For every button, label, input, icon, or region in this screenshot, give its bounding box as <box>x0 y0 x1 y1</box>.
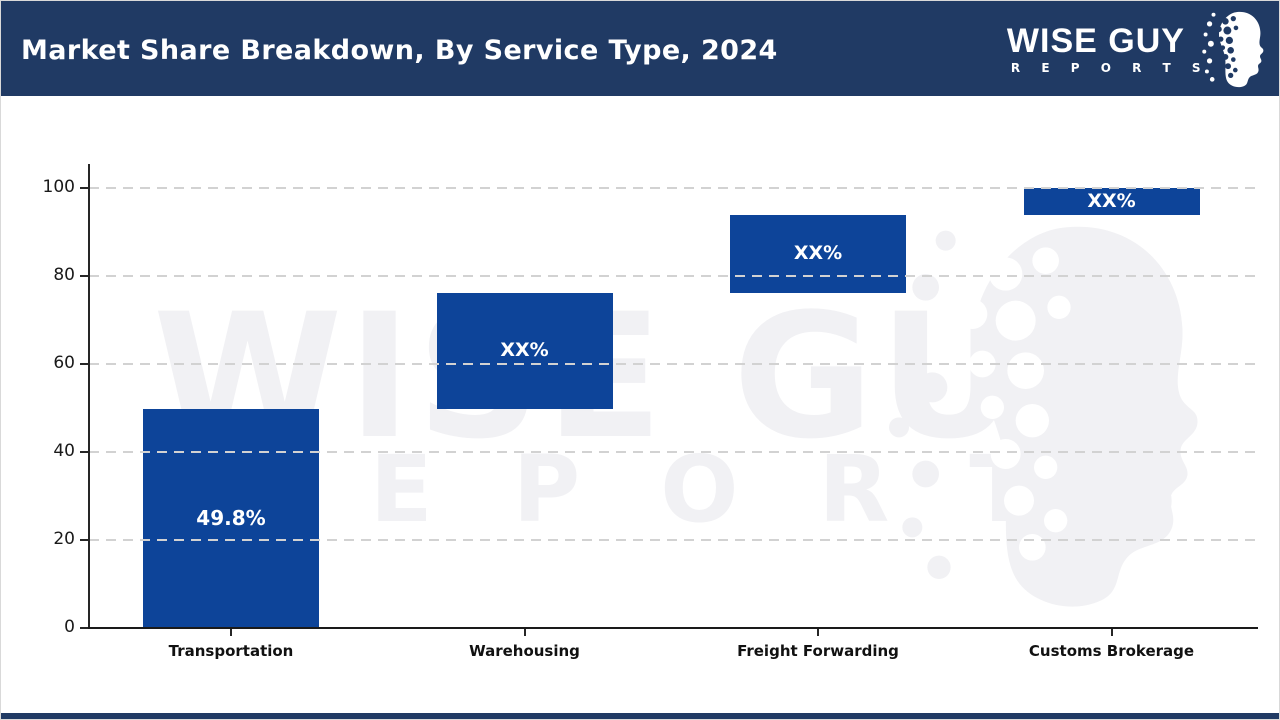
x-axis-label-freight-forwarding: Freight Forwarding <box>737 642 899 660</box>
x-tick-transportation <box>230 628 232 636</box>
bar-customs-brokerage <box>1023 188 1200 216</box>
x-tick-freight-forwarding <box>817 628 819 636</box>
y-tick-label-0: 0 <box>64 617 75 637</box>
bar-label-customs-brokerage: XX% <box>1087 189 1136 212</box>
footer-bar <box>1 713 1279 719</box>
plot-area: WISE GUY R E P O R T S 0 20 40 60 80 100 49.8%… <box>1 96 1279 715</box>
x-tick-warehousing <box>523 628 526 636</box>
y-tick-0 <box>80 627 88 629</box>
x-axis-label-warehousing: Warehousing <box>469 642 580 660</box>
gridline-80 <box>89 275 1258 277</box>
y-tick-label-20: 20 <box>53 529 75 549</box>
x-axis-label-customs-brokerage: Customs Brokerage <box>1028 642 1195 660</box>
page-title: Market Share Breakdown, By Service Type,… <box>21 35 778 66</box>
bar-freight-forwarding <box>730 215 906 293</box>
logo-head-icon <box>1202 11 1264 88</box>
gridline-40 <box>89 451 1258 453</box>
bar-label-transportation: 49.8% <box>196 506 266 531</box>
x-axis-label-transportation: Transportation <box>168 642 294 660</box>
bar-label-warehousing: XX% <box>500 338 549 361</box>
y-tick-label-40: 40 <box>53 441 75 461</box>
logo-subtitle: R E P O R T S <box>1010 61 1209 76</box>
gridline-60 <box>89 363 1258 365</box>
y-tick-label-100: 100 <box>42 177 75 197</box>
logo-name: WISE GUY <box>1006 21 1185 60</box>
y-tick-label-80: 80 <box>53 265 75 285</box>
y-tick-40 <box>80 451 88 453</box>
x-tick-customs-brokerage <box>1110 628 1113 636</box>
y-tick-60 <box>80 363 88 365</box>
y-tick-label-60: 60 <box>53 353 75 373</box>
y-tick-20 <box>80 539 88 541</box>
x-axis-spine <box>88 627 1258 630</box>
bar-transportation <box>143 408 319 628</box>
bar-label-freight-forwarding: XX% <box>793 242 843 264</box>
y-tick-80 <box>80 275 88 277</box>
wiseguy-logo: WISE GUY R E P O R T S <box>1007 9 1265 89</box>
logo-wordmark: WISE GUY R E P O R T S <box>1006 21 1209 76</box>
header: Market Share Breakdown, By Service Type,… <box>1 1 1279 96</box>
bar-warehousing <box>436 292 613 409</box>
gridline-100 <box>89 187 1258 189</box>
y-axis-spine <box>88 164 90 629</box>
y-tick-100 <box>80 187 88 189</box>
gridline-20 <box>89 539 1258 541</box>
watermark-head-graphic <box>889 226 1198 607</box>
